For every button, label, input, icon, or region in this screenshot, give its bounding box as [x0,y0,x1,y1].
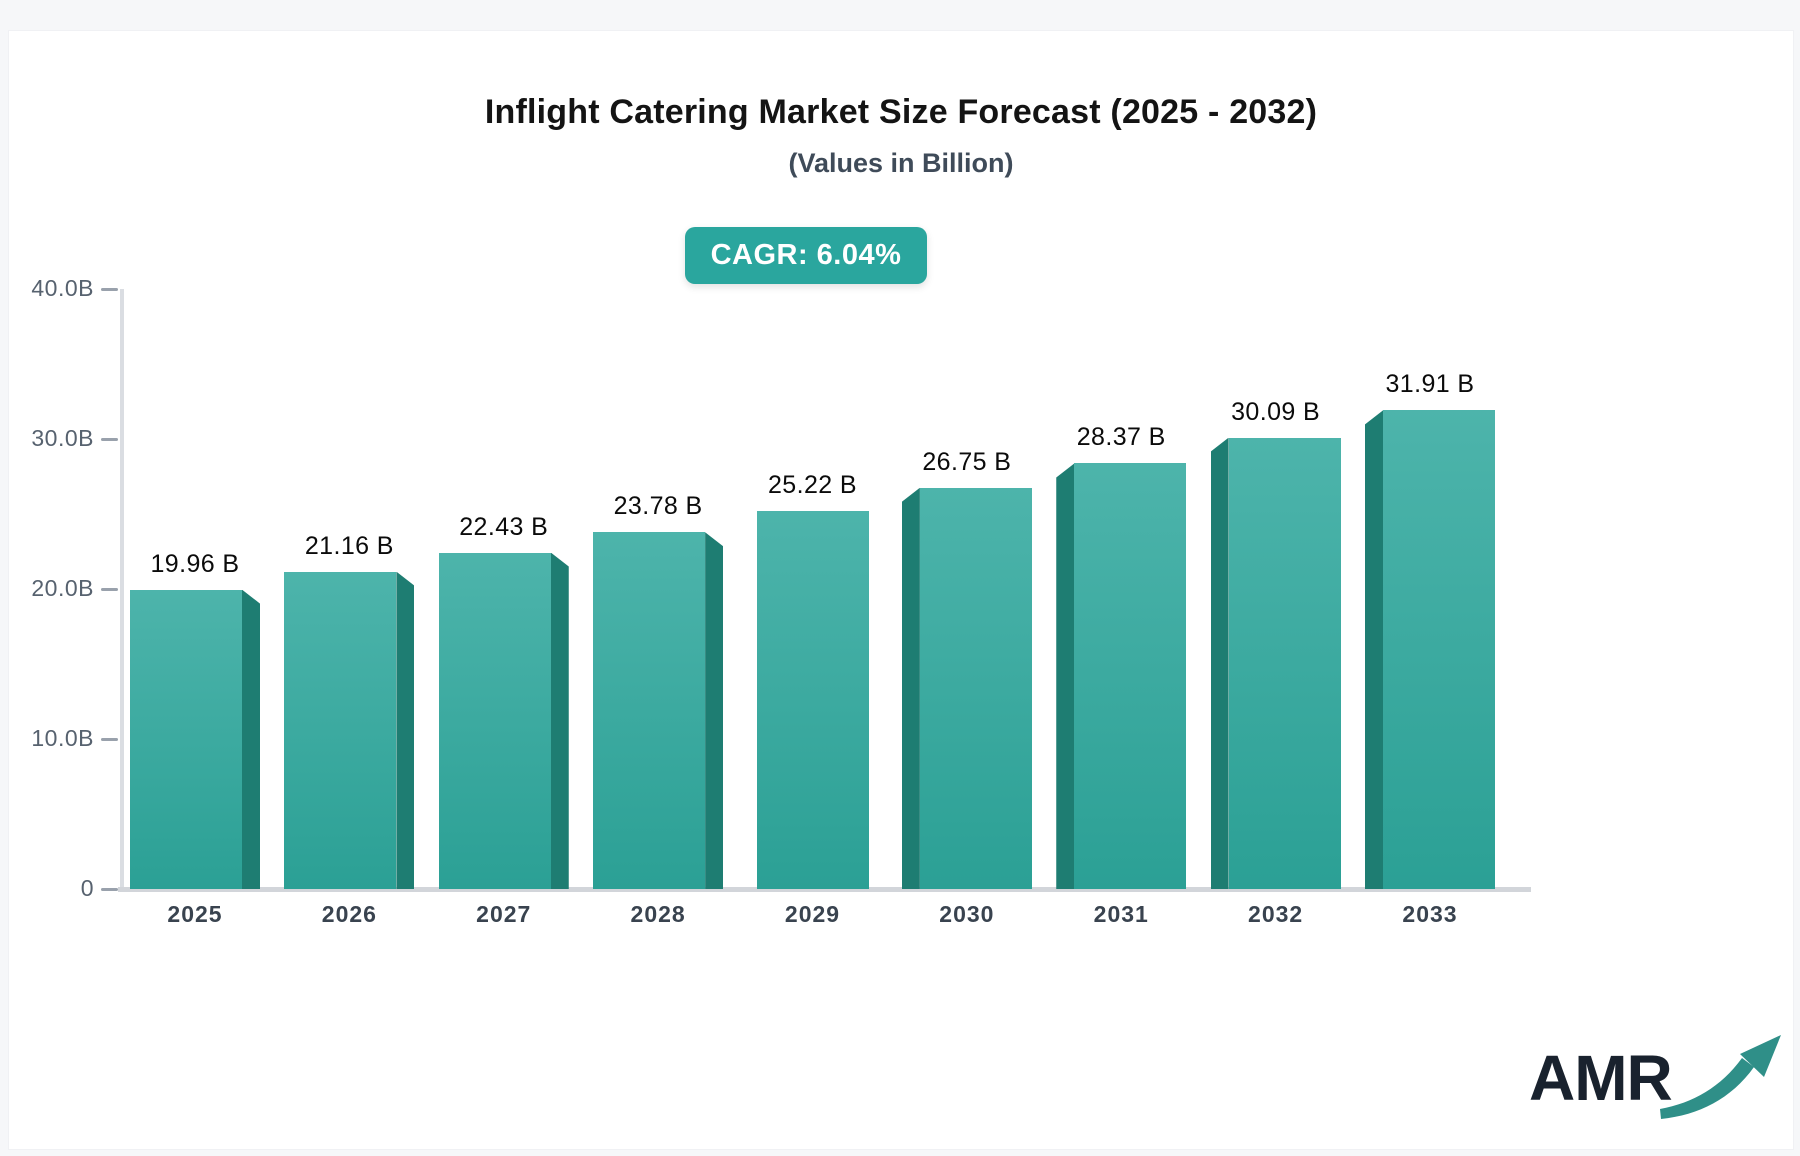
cagr-badge: CAGR: 6.04% [685,227,927,284]
bar-value-label: 31.91 B [1385,370,1475,399]
chart-card: Inflight Catering Market Size Forecast (… [8,30,1794,1150]
x-axis-line [118,887,1531,892]
bar-value-label: 26.75 B [922,447,1012,476]
y-axis-tick [101,438,118,441]
bar-value-label: 22.43 B [459,512,549,541]
bar-2025[interactable] [130,589,242,889]
y-axis-label: 10.0B [31,725,94,751]
bar-2028[interactable] [593,532,706,889]
amr-logo: AMR [1529,1027,1781,1137]
bar-2031[interactable] [1074,463,1187,889]
bar-value-label: 23.78 B [613,492,703,521]
bar-2032[interactable] [1228,437,1341,889]
x-axis-label: 2029 [784,901,841,927]
y-axis-line [120,289,124,889]
bar-2033[interactable] [1383,410,1495,889]
chart-subtitle: (Values in Billion) [788,148,1014,178]
bar-side-face-2025 [242,589,260,889]
growth-arrow-icon [1660,1035,1781,1119]
x-axis-label: 2028 [630,901,686,927]
bar-side-face-2027 [550,552,569,889]
x-axis-label: 2031 [1093,901,1149,927]
bar-value-label: 21.16 B [304,531,394,560]
amr-logo-text: AMR [1529,1042,1673,1114]
bar-2029[interactable] [756,510,869,889]
y-axis-label: 40.0B [31,275,94,301]
bar-side-face-2031 [1056,463,1075,889]
bar-side-face-2033 [1365,410,1383,889]
y-axis-label: 30.0B [31,425,94,451]
bar-side-face-2026 [396,571,415,889]
bar-2030[interactable] [919,487,1032,889]
bar-value-label: 19.96 B [150,549,240,578]
bar-2026[interactable] [284,571,397,889]
bar-side-face-2032 [1210,437,1229,889]
y-axis-tick [101,288,118,291]
x-axis-label: 2025 [167,901,223,927]
x-axis-label: 2027 [476,901,532,927]
y-axis-tick [101,888,118,891]
x-axis-label: 2026 [321,901,377,927]
bar-side-face-2030 [901,487,920,889]
bar-value-label: 28.37 B [1076,423,1166,452]
bar-value-label: 30.09 B [1231,397,1321,426]
x-axis-label: 2032 [1248,901,1304,927]
y-axis-tick [101,588,118,591]
y-axis-label: 0 [80,875,94,901]
y-axis-label: 20.0B [31,575,94,601]
bar-side-face-2028 [705,532,724,889]
y-axis-tick [101,738,118,741]
bar-2027[interactable] [438,552,551,889]
chart-title: Inflight Catering Market Size Forecast (… [484,93,1318,131]
bar-value-label: 25.22 B [768,470,857,499]
x-axis-label: 2030 [939,901,995,927]
x-axis-label: 2033 [1402,901,1458,927]
